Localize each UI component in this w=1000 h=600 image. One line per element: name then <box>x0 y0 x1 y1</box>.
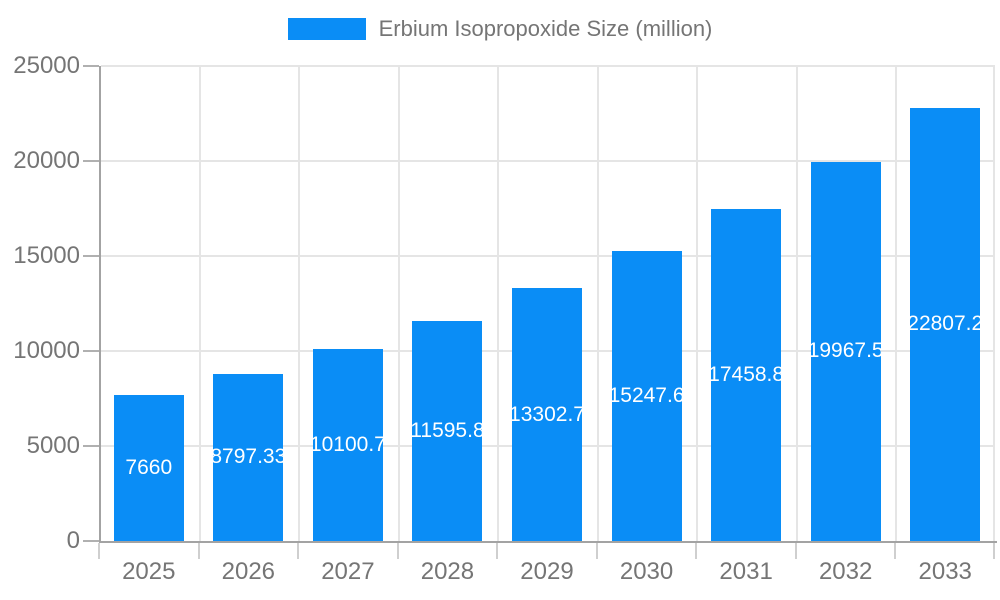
bar-value-label: 17458.8 <box>711 363 782 387</box>
y-tick-label: 25000 <box>13 52 80 79</box>
x-axis-line <box>99 541 997 543</box>
y-tick-mark <box>83 540 99 542</box>
x-tick-mark <box>794 543 797 559</box>
x-tick-mark <box>993 543 995 559</box>
bar[interactable]: 17458.8 <box>711 209 782 541</box>
bar[interactable]: 15247.6 <box>611 251 682 541</box>
chart-legend: Erbium Isopropoxide Size (million) <box>0 16 1000 42</box>
bar-value-label: 8797.33 <box>213 445 284 469</box>
bar[interactable]: 19967.5 <box>810 161 881 541</box>
y-tick-mark <box>83 255 99 257</box>
gridline-horizontal <box>101 65 995 67</box>
y-tick-label: 10000 <box>13 337 80 364</box>
x-tick-label: 2025 <box>122 558 176 585</box>
x-tick-mark <box>297 543 300 559</box>
gridline-horizontal <box>101 160 995 162</box>
bar[interactable]: 7660 <box>113 395 184 541</box>
bar[interactable]: 11595.8 <box>412 320 483 541</box>
x-tick-label: 2033 <box>918 558 972 585</box>
gridline-vertical <box>696 66 699 541</box>
x-tick-label: 2026 <box>221 558 276 585</box>
x-tick-mark <box>197 543 200 559</box>
bar-value-label: 22807.2 <box>910 312 981 336</box>
gridline-vertical <box>497 66 500 541</box>
gridline-vertical <box>895 66 898 541</box>
legend-swatch-icon <box>287 18 366 40</box>
gridline-vertical <box>298 66 301 541</box>
x-tick-label: 2030 <box>619 558 674 585</box>
bar-value-label: 11595.8 <box>412 418 483 442</box>
x-tick-mark <box>396 543 399 559</box>
y-tick-mark <box>83 65 99 67</box>
x-tick-label: 2027 <box>321 558 375 585</box>
bar[interactable]: 8797.33 <box>213 373 284 541</box>
y-axis-line <box>99 66 101 543</box>
gridline-horizontal <box>101 255 995 257</box>
y-tick-mark <box>83 160 99 162</box>
gridline-vertical <box>198 66 201 541</box>
plot-area: 7660 8797.33 10100.7 11595.8 13302.7 15247.6 1… <box>99 65 995 541</box>
y-tick-label: 0 <box>66 527 80 554</box>
y-tick-label: 20000 <box>13 147 80 174</box>
x-tick-label: 2031 <box>719 558 773 585</box>
legend-label: Erbium Isopropoxide Size (million) <box>378 16 713 41</box>
x-tick-label: 2028 <box>420 558 475 585</box>
bar-value-label: 7660 <box>125 456 173 480</box>
x-tick-mark <box>595 543 598 559</box>
x-tick-mark <box>894 543 897 559</box>
gridline-vertical <box>397 66 400 541</box>
bar-value-label: 15247.6 <box>611 384 682 408</box>
bar-value-label: 19967.5 <box>810 339 881 363</box>
x-tick-mark <box>98 543 100 559</box>
x-tick-mark <box>695 543 698 559</box>
bar[interactable]: 22807.2 <box>910 107 981 541</box>
bar[interactable]: 10100.7 <box>312 349 383 541</box>
x-tick-label: 2032 <box>818 558 873 585</box>
gridline-vertical <box>993 66 995 541</box>
gridline-vertical <box>795 66 798 541</box>
y-tick-label: 15000 <box>13 242 80 269</box>
x-tick-mark <box>496 543 499 559</box>
x-tick-label: 2029 <box>520 558 574 585</box>
gridline-vertical <box>596 66 599 541</box>
y-tick-label: 5000 <box>26 432 80 459</box>
bar-value-label: 10100.7 <box>312 433 383 457</box>
bar[interactable]: 13302.7 <box>512 288 582 541</box>
legend-item[interactable]: Erbium Isopropoxide Size (million) <box>287 16 713 42</box>
bar-value-label: 13302.7 <box>512 402 582 426</box>
y-tick-mark <box>83 445 99 447</box>
y-tick-mark <box>83 350 99 352</box>
